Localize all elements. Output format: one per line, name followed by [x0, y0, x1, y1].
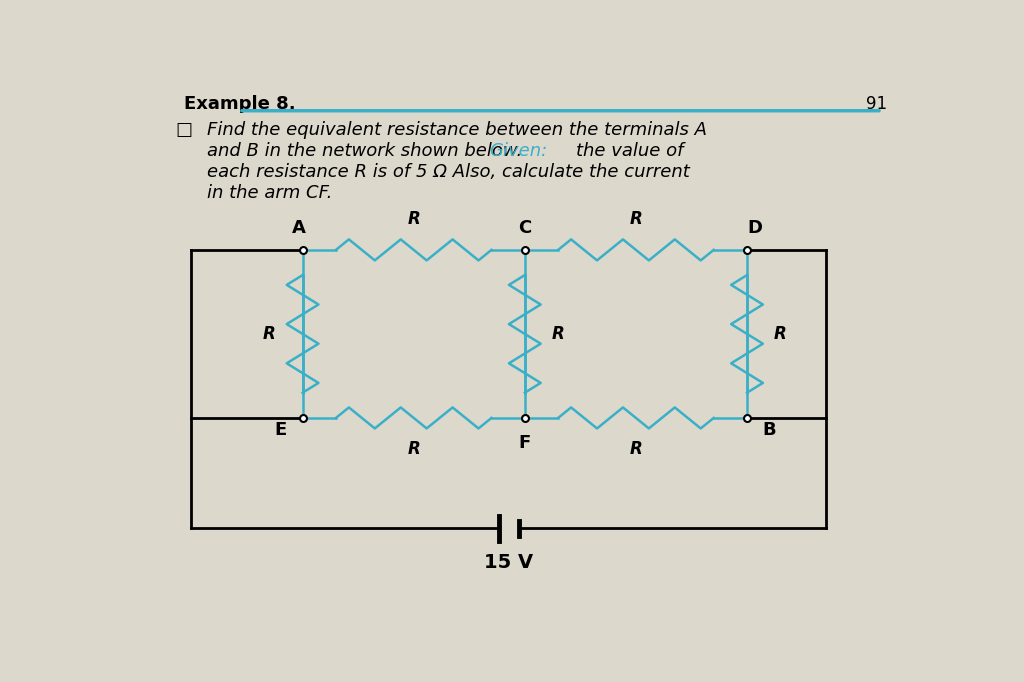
Text: □: □ [176, 121, 193, 139]
Text: Example 8.: Example 8. [183, 95, 295, 113]
Text: R: R [263, 325, 275, 343]
Text: R: R [774, 325, 786, 343]
Text: the value of: the value of [577, 143, 684, 160]
Text: C: C [518, 219, 531, 237]
Text: D: D [748, 219, 763, 237]
Text: R: R [408, 440, 420, 458]
Text: 91: 91 [866, 95, 887, 113]
Text: A: A [292, 219, 305, 237]
Text: each resistance R is of 5 Ω Also, calculate the current: each resistance R is of 5 Ω Also, calcul… [207, 163, 690, 181]
Text: R: R [408, 210, 420, 228]
Text: F: F [519, 434, 530, 451]
Text: R: R [552, 325, 564, 343]
Text: Given:: Given: [489, 143, 548, 160]
Text: B: B [763, 421, 776, 439]
Text: E: E [274, 421, 287, 439]
Text: R: R [630, 210, 642, 228]
Text: and B in the network shown below.: and B in the network shown below. [207, 143, 535, 160]
Text: 15 V: 15 V [484, 553, 534, 572]
Text: in the arm CF.: in the arm CF. [207, 184, 333, 203]
Text: Find the equivalent resistance between the terminals A: Find the equivalent resistance between t… [207, 121, 708, 139]
Text: R: R [630, 440, 642, 458]
